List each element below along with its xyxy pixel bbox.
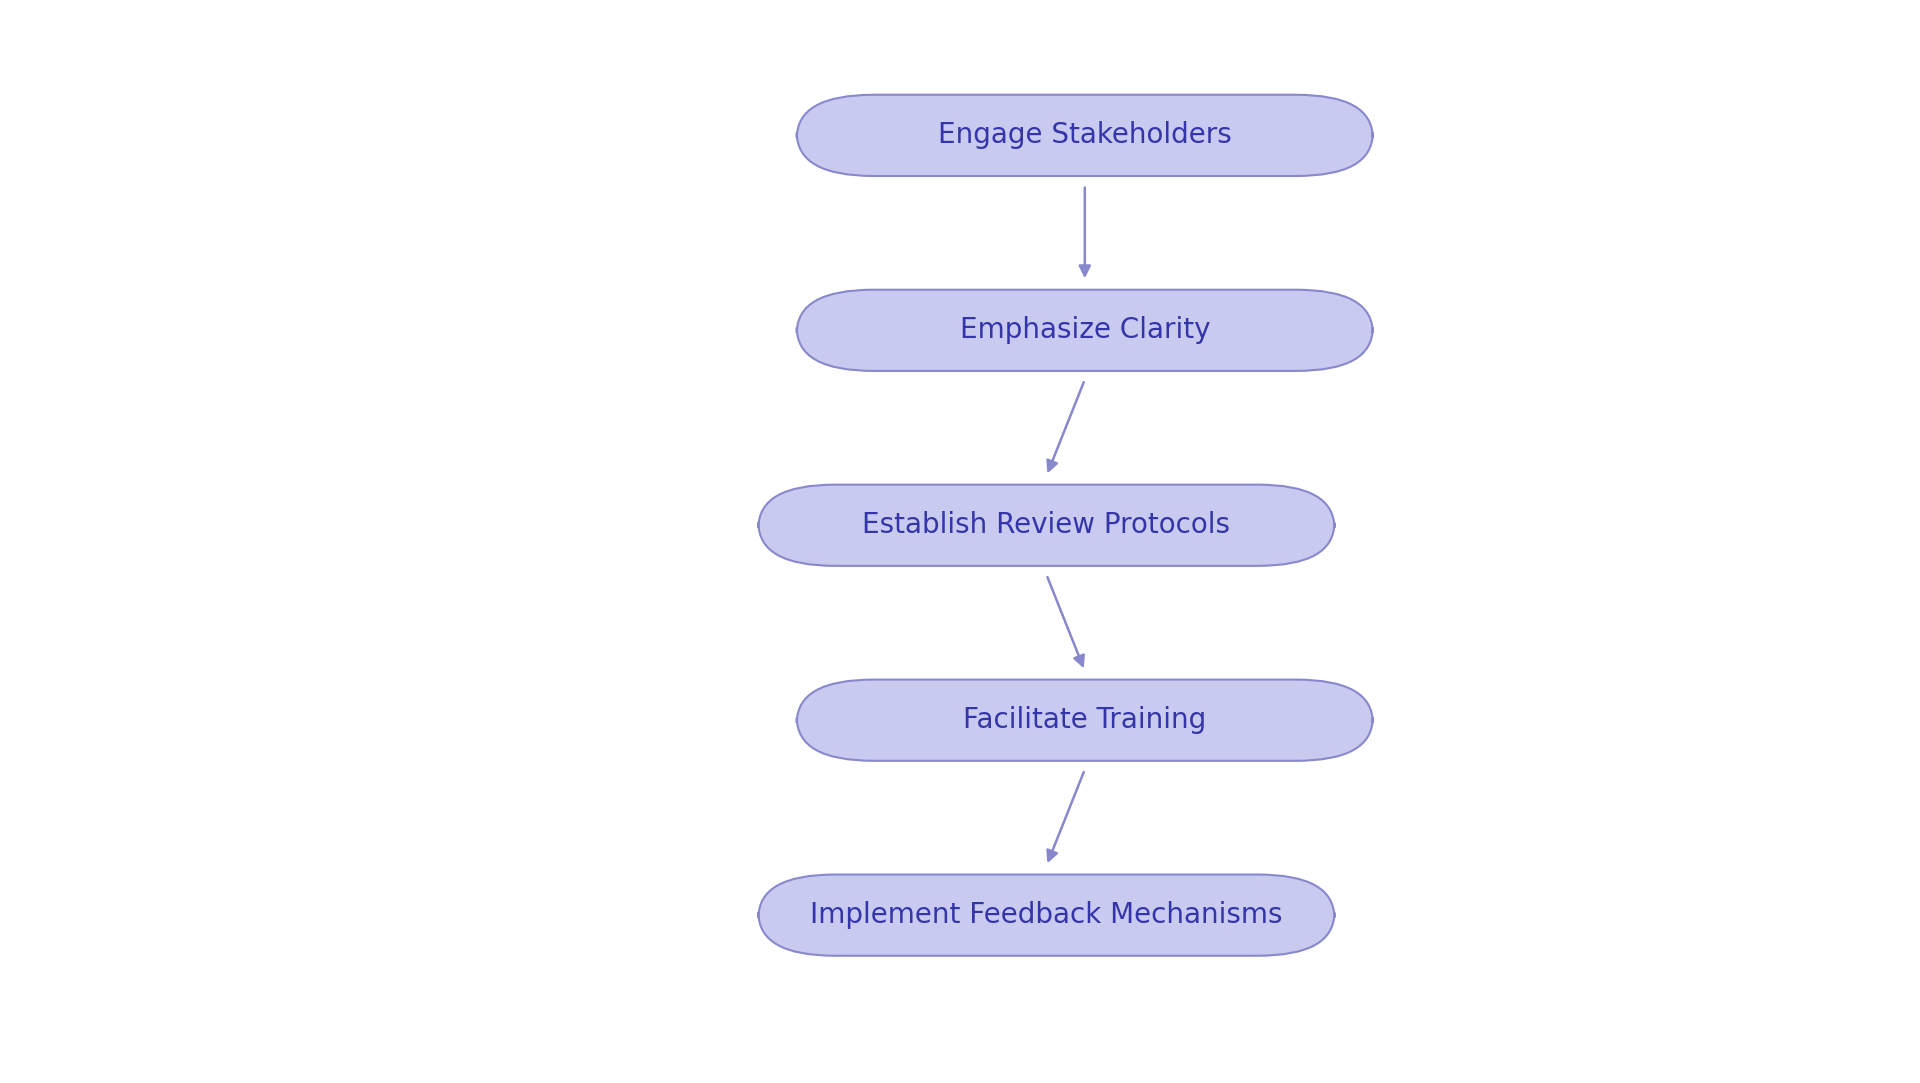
Text: Engage Stakeholders: Engage Stakeholders [939,121,1231,149]
FancyBboxPatch shape [797,680,1373,760]
Text: Emphasize Clarity: Emphasize Clarity [960,316,1210,344]
Text: Establish Review Protocols: Establish Review Protocols [862,511,1231,539]
FancyBboxPatch shape [758,875,1334,956]
FancyBboxPatch shape [758,484,1334,565]
Text: Facilitate Training: Facilitate Training [964,706,1206,734]
FancyBboxPatch shape [797,95,1373,177]
Text: Implement Feedback Mechanisms: Implement Feedback Mechanisms [810,901,1283,929]
FancyBboxPatch shape [797,290,1373,370]
